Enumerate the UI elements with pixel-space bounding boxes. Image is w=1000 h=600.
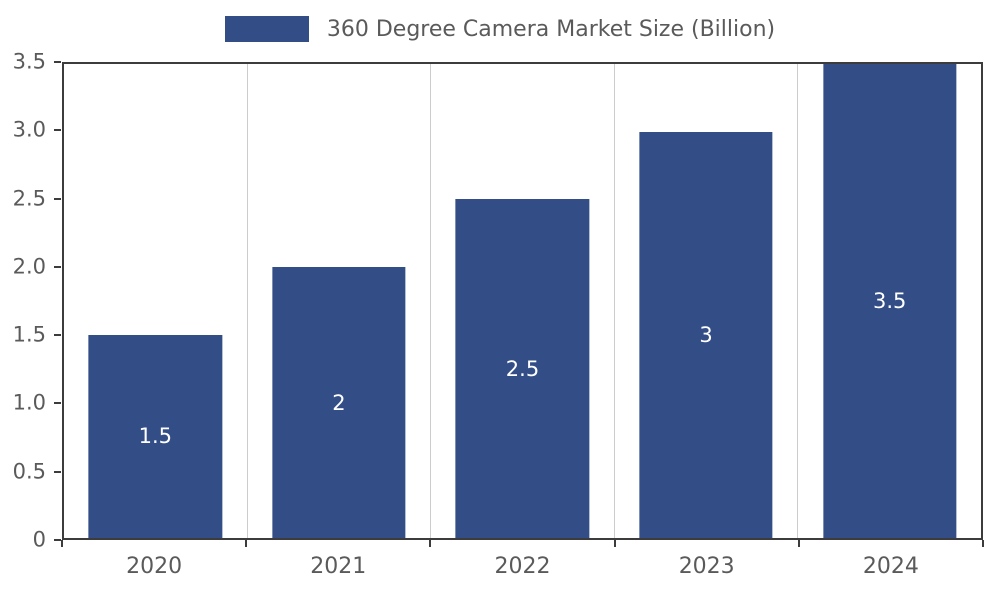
x-tick-mark [797,540,800,547]
plot-area: 1.5 2 2.5 3 3.5 [62,62,983,540]
bar-value-label: 1.5 [138,424,172,449]
bar-2021: 2 [272,267,406,538]
y-tick-label: 1.0 [12,390,46,415]
bar-value-label: 2 [332,390,346,415]
y-tick-label: 2.5 [12,186,46,211]
x-tick-label: 2020 [126,554,183,579]
chart-legend: 360 Degree Camera Market Size (Billion) [0,16,1000,42]
y-tick-label: 2.0 [12,254,46,279]
x-tick-label: 2023 [678,554,735,579]
bar-value-label: 2.5 [505,356,540,381]
y-tick-mark [54,334,61,337]
category-cell: 2 [248,64,432,538]
y-tick-mark [54,61,61,63]
x-tick-mark [61,540,63,547]
x-tick-mark [982,540,984,547]
bar-2020: 1.5 [88,334,222,538]
bar-2024: 3.5 [823,64,957,538]
y-axis: 0 0.5 1.0 1.5 2.0 2.5 3.0 3.5 [0,51,62,550]
y-tick-mark [54,470,61,473]
y-tick-mark [54,129,61,132]
bar-2023: 3 [639,131,773,538]
category-cell: 2.5 [431,64,615,538]
category-cell: 1.5 [64,64,248,538]
bar-2022: 2.5 [455,199,590,538]
x-tick-mark [245,540,248,547]
y-tick-mark [54,265,61,268]
bar-value-label: 3 [699,322,713,347]
y-tick-mark [54,402,61,405]
x-tick-label: 2024 [862,554,919,579]
legend-swatch [224,16,309,42]
y-tick-label: 0 [32,527,46,552]
y-tick-label: 0.5 [12,459,46,484]
category-cell: 3.5 [798,64,981,538]
x-tick-label: 2022 [494,554,551,579]
y-tick-mark [54,539,61,541]
y-tick-mark [54,197,61,200]
category-cell: 3 [615,64,799,538]
y-tick-label: 1.5 [12,322,46,347]
y-tick-label: 3.0 [12,117,46,142]
x-tick-label: 2021 [310,554,367,579]
chart-title: 360 Degree Camera Market Size (Billion) [326,16,776,42]
y-tick-label: 3.5 [12,49,46,74]
bar-value-label: 3.5 [872,289,907,313]
x-tick-mark [613,540,616,547]
x-axis: 2020 2021 2022 2023 2024 [61,540,984,590]
x-tick-mark [429,540,432,547]
